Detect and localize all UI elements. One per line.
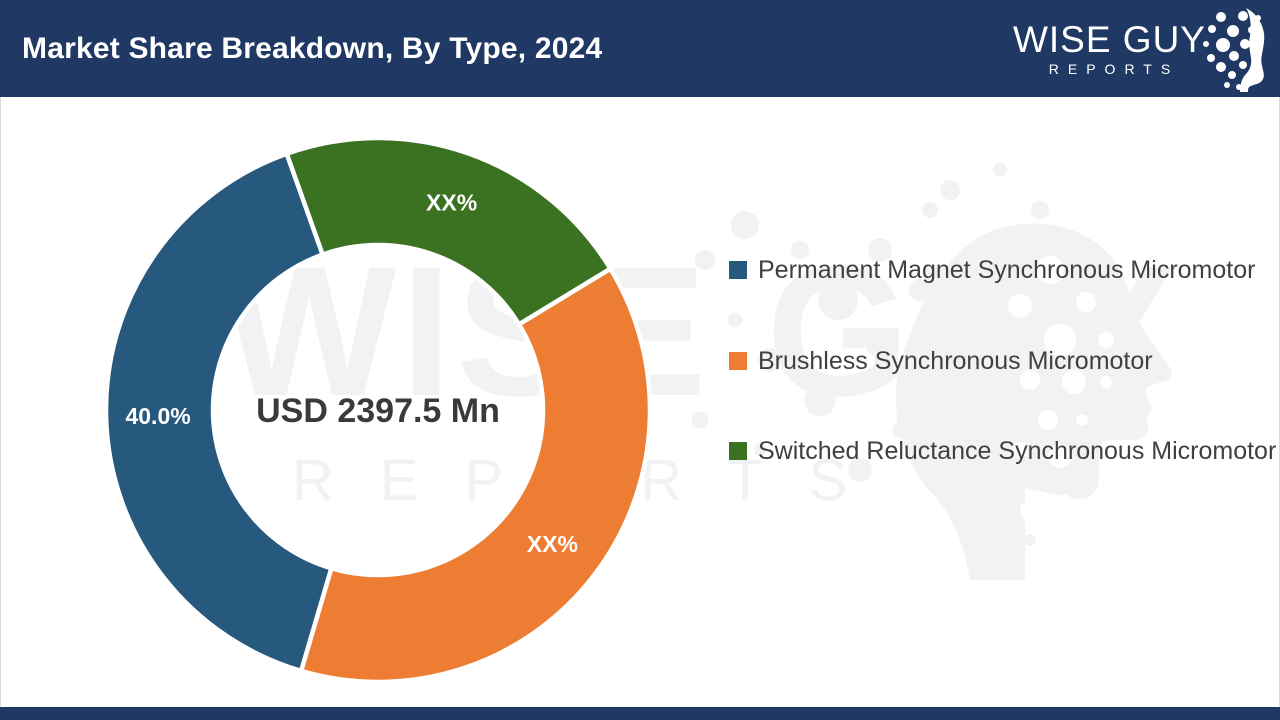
watermark-head-icon: [692, 163, 1173, 581]
legend-label: Switched Reluctance Synchronous Micromot…: [758, 436, 1277, 465]
legend-label: Permanent Magnet Synchronous Micromotor: [758, 255, 1256, 284]
footer-bar: [0, 707, 1280, 720]
legend-item: Permanent Magnet Synchronous Micromotor: [729, 256, 1255, 284]
header-bar: Market Share Breakdown, By Type, 2024 WI…: [0, 0, 1280, 97]
donut-chart: 40.0% XX% XX% USD 2397.5 Mn: [103, 135, 653, 685]
brand-subtitle: REPORTS: [1048, 61, 1180, 77]
slice-label: XX%: [426, 190, 477, 216]
brand-logo: WISE GUY REPORTS: [1013, 6, 1266, 92]
pie-slice: [103, 150, 335, 674]
page-title: Market Share Breakdown, By Type, 2024: [22, 31, 603, 65]
brand-logo-text: WISE GUY REPORTS: [1013, 21, 1206, 76]
pie-slice: [298, 265, 653, 685]
legend-item: Switched Reluctance Synchronous Micromot…: [729, 437, 1276, 465]
legend-label: Brushless Synchronous Micromotor: [758, 346, 1153, 375]
legend-swatch: [729, 442, 747, 460]
brand-head-icon: [1203, 7, 1265, 92]
brand-name: WISE GUY: [1012, 19, 1206, 60]
chart-center-value: USD 2397.5 Mn: [256, 392, 500, 430]
legend-swatch: [729, 261, 747, 279]
legend-swatch: [729, 352, 747, 370]
slice-label: XX%: [527, 531, 578, 557]
legend-item: Brushless Synchronous Micromotor: [729, 347, 1153, 375]
slice-label: 40.0%: [125, 403, 190, 429]
pie-slice: [283, 135, 614, 328]
